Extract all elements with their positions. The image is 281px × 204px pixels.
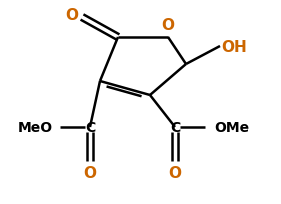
Text: O: O — [83, 166, 96, 181]
Text: C: C — [170, 120, 180, 134]
Text: O: O — [65, 8, 78, 23]
Text: MeO: MeO — [17, 120, 53, 134]
Text: O: O — [169, 166, 182, 181]
Text: O: O — [162, 18, 175, 33]
Text: OMe: OMe — [214, 120, 250, 134]
Text: OH: OH — [221, 39, 247, 54]
Text: C: C — [85, 120, 95, 134]
